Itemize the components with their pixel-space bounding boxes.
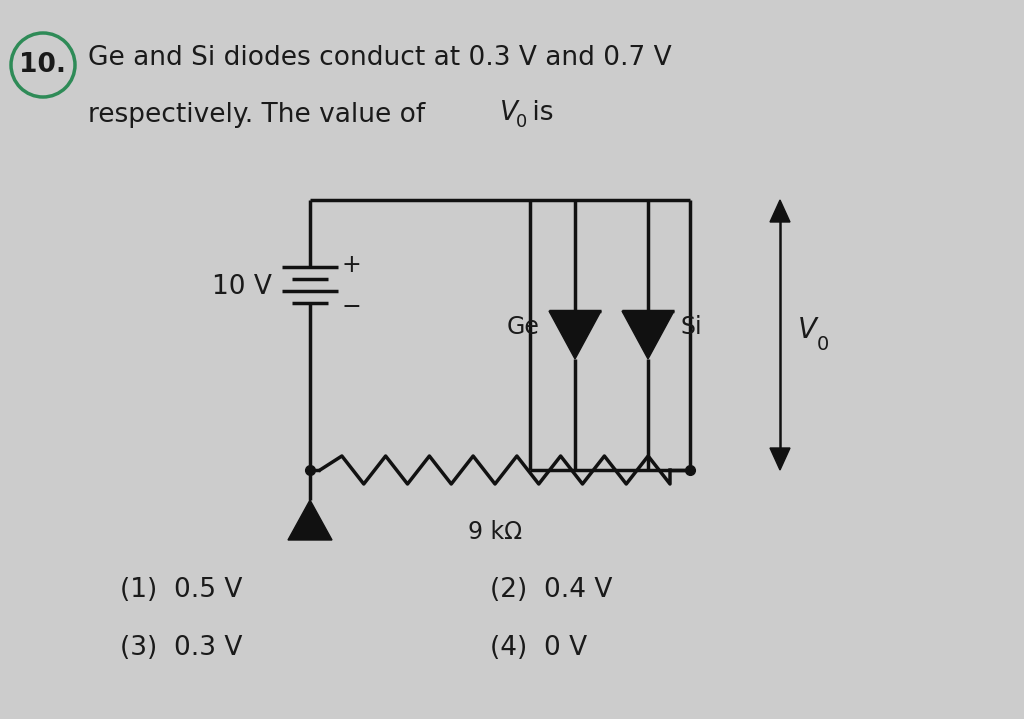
Polygon shape bbox=[288, 500, 332, 540]
Text: 10.: 10. bbox=[19, 52, 67, 78]
Polygon shape bbox=[770, 200, 790, 222]
Text: Ge: Ge bbox=[507, 315, 540, 339]
Text: V: V bbox=[500, 100, 518, 126]
Text: (2)  0.4 V: (2) 0.4 V bbox=[490, 577, 612, 603]
Text: +: + bbox=[342, 253, 361, 277]
Text: (1)  0.5 V: (1) 0.5 V bbox=[120, 577, 243, 603]
Text: V: V bbox=[798, 316, 817, 344]
Polygon shape bbox=[622, 311, 674, 359]
Text: respectively. The value of: respectively. The value of bbox=[88, 102, 433, 128]
Text: 0: 0 bbox=[817, 336, 829, 354]
Polygon shape bbox=[770, 448, 790, 470]
Text: 9 kΩ: 9 kΩ bbox=[468, 520, 522, 544]
Text: 10 V: 10 V bbox=[212, 274, 272, 300]
Text: (4)  0 V: (4) 0 V bbox=[490, 635, 587, 661]
Text: Si: Si bbox=[680, 315, 701, 339]
Text: −: − bbox=[342, 295, 361, 319]
Text: (3)  0.3 V: (3) 0.3 V bbox=[120, 635, 243, 661]
Text: 0: 0 bbox=[516, 113, 527, 131]
Polygon shape bbox=[549, 311, 601, 359]
Text: Ge and Si diodes conduct at 0.3 V and 0.7 V: Ge and Si diodes conduct at 0.3 V and 0.… bbox=[88, 45, 672, 71]
Text: is: is bbox=[524, 100, 554, 126]
